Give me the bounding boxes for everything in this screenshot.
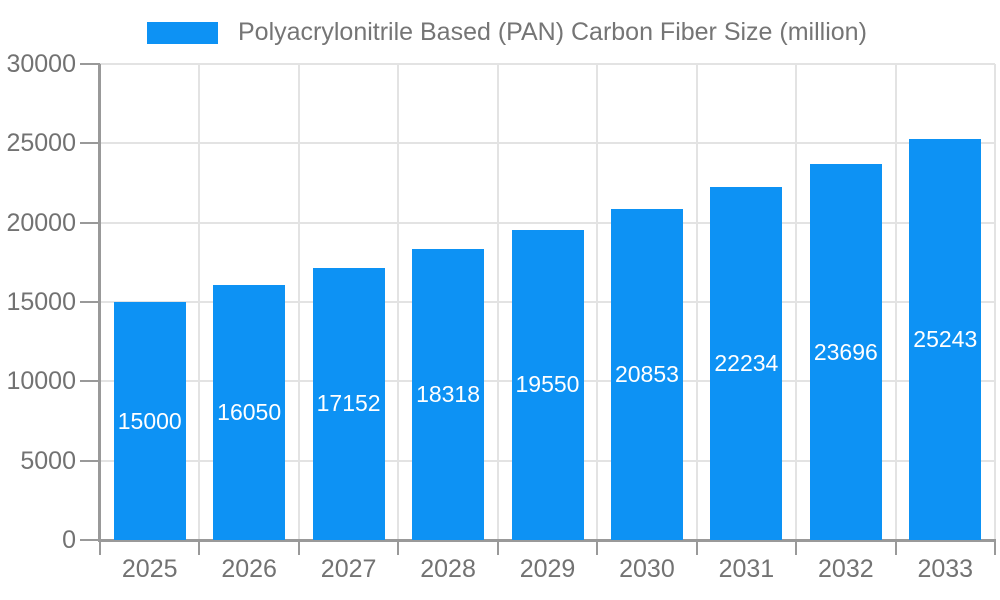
y-axis-tick-label: 15000 bbox=[6, 288, 76, 316]
grid-line-vertical bbox=[994, 64, 996, 540]
y-axis-tick-label: 20000 bbox=[6, 208, 76, 237]
bar-value-label: 18318 bbox=[416, 381, 481, 408]
y-axis-tick-label: 25000 bbox=[6, 129, 76, 158]
y-axis-tick bbox=[80, 459, 100, 462]
y-axis-line bbox=[98, 64, 101, 542]
bar-value-label: 25243 bbox=[913, 326, 978, 353]
legend-label: Polyacrylonitrile Based (PAN) Carbon Fib… bbox=[238, 18, 867, 46]
x-axis-tick-label: 2031 bbox=[718, 555, 775, 583]
y-axis-tick-label: 5000 bbox=[20, 446, 76, 475]
y-axis-tick-label: 10000 bbox=[6, 367, 76, 396]
bar: 23696 bbox=[809, 164, 882, 540]
bar-value-label: 19550 bbox=[515, 371, 580, 398]
x-axis-tick bbox=[496, 540, 499, 555]
bar: 17152 bbox=[312, 267, 385, 540]
x-axis-tick bbox=[994, 540, 996, 555]
legend: Polyacrylonitrile Based (PAN) Carbon Fib… bbox=[147, 18, 867, 47]
y-axis-tick bbox=[80, 539, 100, 541]
grid-line-vertical bbox=[695, 64, 698, 540]
y-axis-tick bbox=[80, 221, 100, 224]
grid-line-vertical bbox=[397, 64, 400, 540]
grid-line-vertical bbox=[894, 64, 897, 540]
x-axis-tick bbox=[596, 540, 599, 555]
bar-value-label: 23696 bbox=[813, 338, 878, 365]
x-axis-tick-label: 2026 bbox=[221, 555, 277, 583]
bar-value-label: 20853 bbox=[614, 361, 679, 388]
legend-swatch bbox=[147, 21, 218, 44]
grid-line-horizontal bbox=[100, 142, 995, 145]
bar: 19550 bbox=[511, 229, 584, 540]
grid-line-vertical bbox=[596, 64, 599, 540]
x-axis-tick-label: 2030 bbox=[619, 555, 675, 583]
x-axis-tick bbox=[695, 540, 698, 555]
grid-line-vertical bbox=[297, 64, 300, 540]
grid-line-vertical bbox=[496, 64, 499, 540]
y-axis-tick-label: 30000 bbox=[6, 50, 76, 78]
bar: 15000 bbox=[113, 302, 186, 540]
grid-line-vertical bbox=[795, 64, 798, 540]
bar: 16050 bbox=[213, 285, 286, 540]
bar-value-label: 16050 bbox=[217, 399, 282, 426]
x-axis-tick-label: 2027 bbox=[320, 555, 377, 583]
y-axis-tick bbox=[80, 380, 100, 383]
y-axis-tick bbox=[80, 301, 100, 303]
x-axis-tick bbox=[99, 540, 101, 555]
x-axis-tick-label: 2028 bbox=[420, 555, 476, 583]
x-axis-tick-label: 2033 bbox=[917, 555, 974, 583]
bar: 18318 bbox=[412, 249, 485, 540]
grid-line-vertical bbox=[198, 64, 201, 540]
x-axis-line bbox=[98, 539, 996, 542]
bar: 25243 bbox=[909, 139, 982, 540]
bar-value-label: 15000 bbox=[117, 407, 182, 434]
bar-value-label: 22234 bbox=[714, 350, 779, 377]
x-axis-tick bbox=[795, 540, 798, 555]
bar-value-label: 17152 bbox=[316, 390, 381, 417]
x-axis-tick bbox=[198, 540, 201, 555]
x-axis-tick bbox=[297, 540, 300, 555]
x-axis-tick-label: 2025 bbox=[121, 555, 178, 583]
x-axis-tick bbox=[397, 540, 400, 555]
grid-line-horizontal bbox=[100, 221, 995, 224]
x-axis-tick bbox=[894, 540, 897, 555]
bar: 22234 bbox=[710, 187, 783, 540]
y-axis-tick bbox=[80, 142, 100, 145]
grid-line-horizontal bbox=[100, 63, 995, 65]
y-axis-tick-label: 0 bbox=[62, 526, 76, 554]
x-axis-tick-label: 2029 bbox=[519, 555, 576, 583]
x-axis-tick-label: 2032 bbox=[818, 555, 874, 583]
y-axis-tick bbox=[80, 63, 100, 65]
bar: 20853 bbox=[610, 209, 683, 540]
